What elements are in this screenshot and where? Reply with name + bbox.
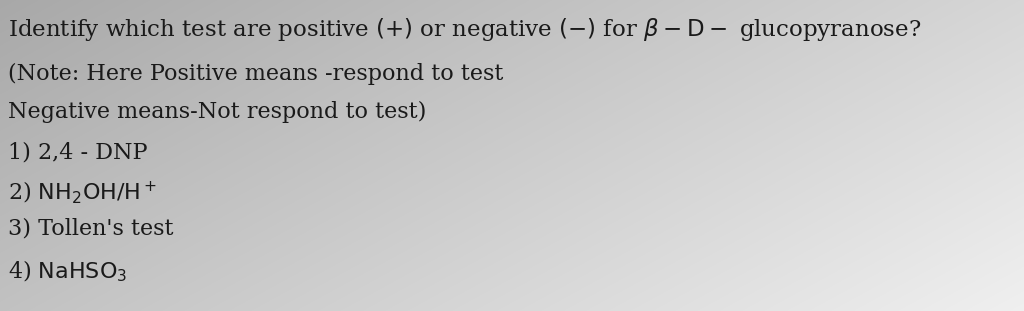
Text: Identify which test are positive $(+)$ or negative $(-)$ for $\beta - \mathrm{D}: Identify which test are positive $(+)$ o… <box>8 16 922 43</box>
Text: Negative means-Not respond to test): Negative means-Not respond to test) <box>8 101 427 123</box>
Text: 3) Tollen's test: 3) Tollen's test <box>8 218 174 240</box>
Text: 2) $\mathrm{NH_2OH/H^+}$: 2) $\mathrm{NH_2OH/H^+}$ <box>8 179 158 205</box>
Text: 4) $\mathrm{NaHSO_3}$: 4) $\mathrm{NaHSO_3}$ <box>8 259 127 284</box>
Text: (Note: Here Positive means -respond to test: (Note: Here Positive means -respond to t… <box>8 63 504 85</box>
Text: 1) 2,4 - DNP: 1) 2,4 - DNP <box>8 141 147 163</box>
